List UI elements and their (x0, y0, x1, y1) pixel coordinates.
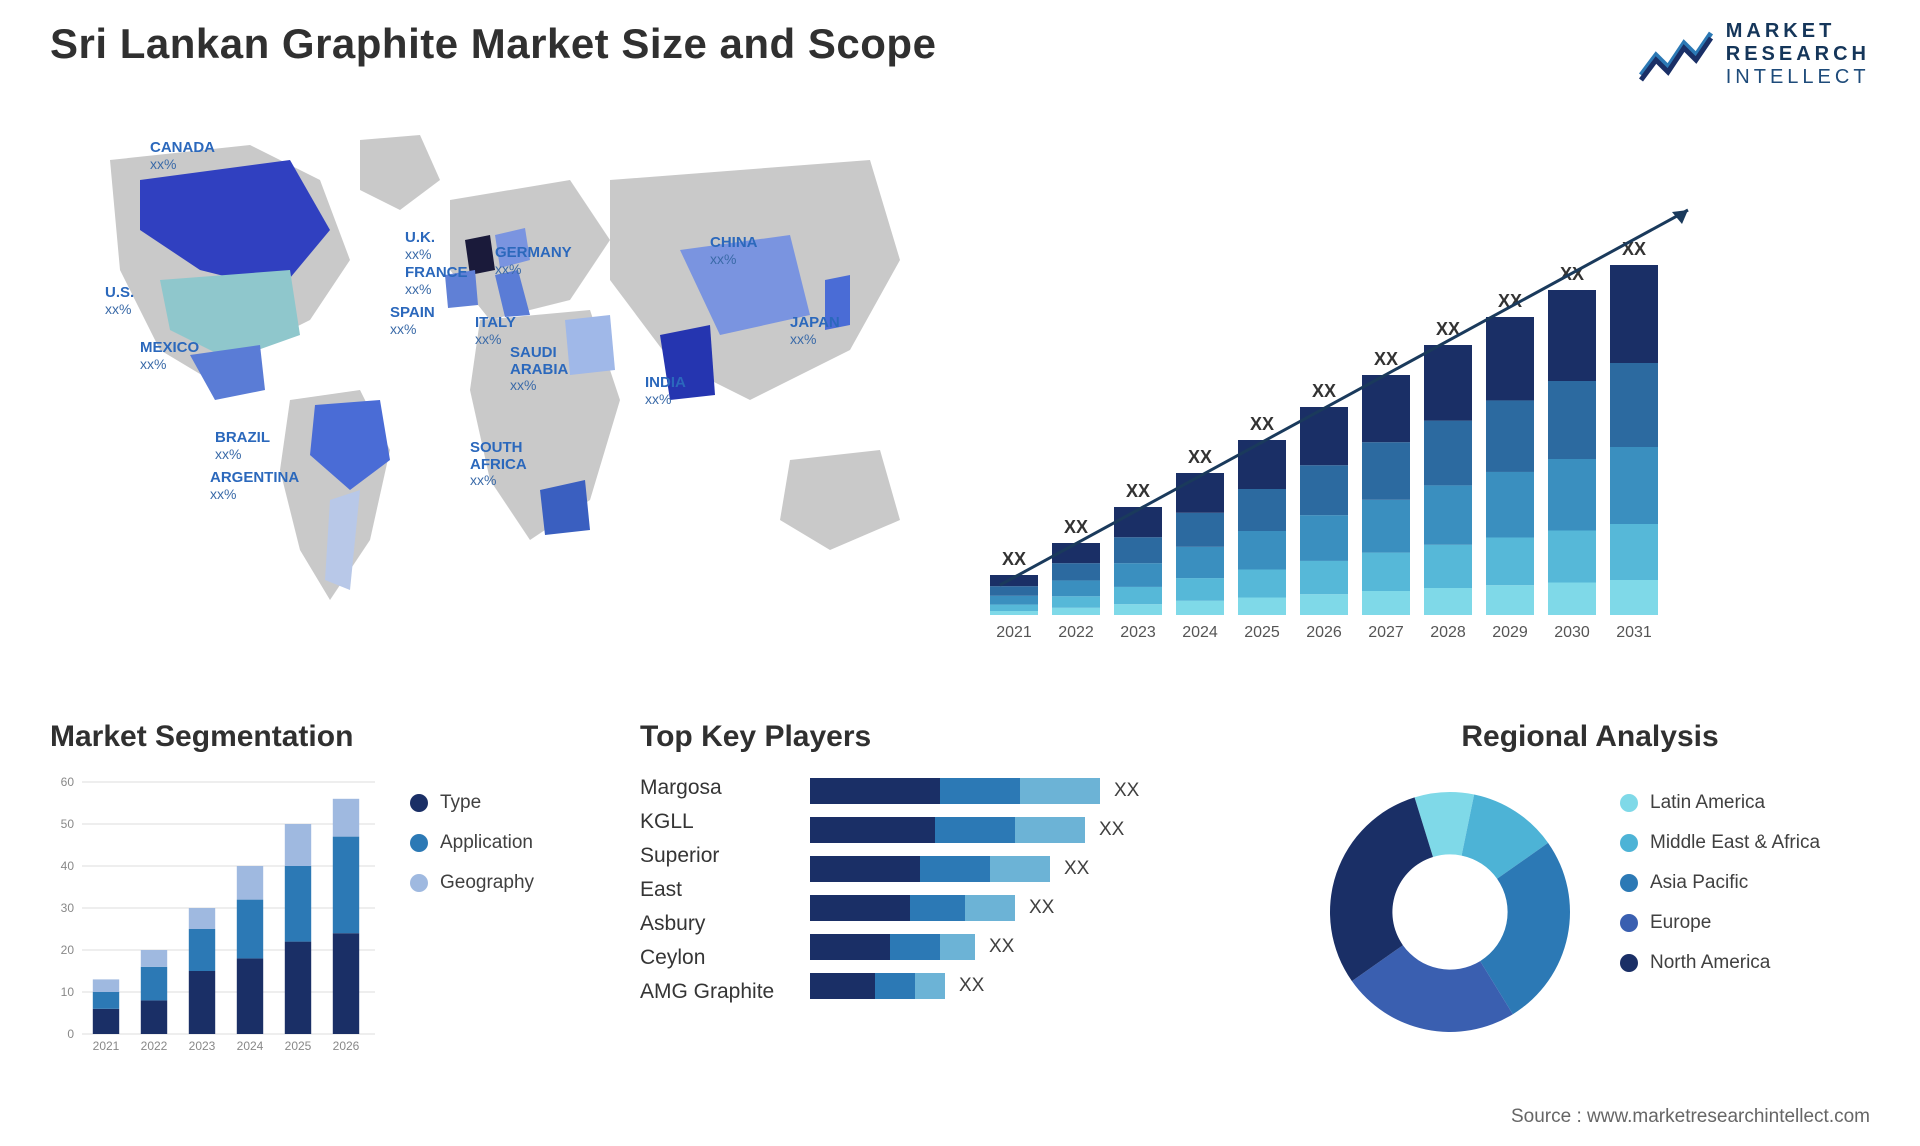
svg-text:0: 0 (67, 1027, 74, 1041)
map-label-southafrica: SOUTHAFRICAxx% (470, 440, 527, 490)
donut-chart (1310, 772, 1590, 1052)
svg-text:2031: 2031 (1616, 624, 1652, 641)
segmentation-title: Market Segmentation (50, 720, 610, 754)
player-name: Asbury (640, 912, 790, 936)
player-value: XX (959, 975, 984, 997)
player-name: Margosa (640, 776, 790, 800)
player-value: XX (1064, 858, 1089, 880)
svg-text:XX: XX (1250, 414, 1274, 434)
map-label-saudiarabia: SAUDIARABIAxx% (510, 345, 568, 395)
map-label-uk: U.K.xx% (405, 230, 435, 263)
player-value: XX (1029, 897, 1054, 919)
svg-text:2030: 2030 (1554, 624, 1590, 641)
player-name: East (640, 878, 790, 902)
segmentation-section: Market Segmentation 0 10 20 30 40 50 60 2021 202… (50, 720, 610, 1062)
svg-text:2021: 2021 (93, 1039, 120, 1053)
region-legend-item: Middle East & Africa (1620, 832, 1820, 854)
logo-icon (1636, 25, 1716, 85)
map-saudi (565, 315, 615, 375)
svg-text:2025: 2025 (1244, 624, 1280, 641)
svg-text:60: 60 (61, 775, 75, 789)
player-bar-row: XX (810, 778, 1280, 804)
svg-text:XX: XX (1002, 549, 1026, 569)
svg-text:2026: 2026 (1306, 624, 1342, 641)
seg-legend-type: Type (410, 792, 534, 814)
svg-text:XX: XX (1126, 481, 1150, 501)
player-bars-chart: XXXXXXXXXXXX (810, 772, 1280, 1004)
map-argentina (325, 490, 360, 590)
region-legend-item: Latin America (1620, 792, 1820, 814)
brand-logo: MARKET RESEARCH INTELLECT (1636, 20, 1870, 89)
map-label-japan: JAPANxx% (790, 315, 840, 348)
donut-legend: Latin America Middle East & Africa Asia Pa… (1620, 772, 1820, 974)
map-label-argentina: ARGENTINAxx% (210, 470, 299, 503)
world-map: CANADAxx% U.S.xx%MEXICOxx% BRAZILxx% ARGENT… (50, 120, 920, 680)
forecast-chart: 2021 XX 2022 XX 2023 XX 2024 XX 2025 XX 2026 XX 2027… (960, 120, 1870, 680)
segmentation-legend: Type Application Geography (410, 772, 534, 1062)
seg-legend-application: Application (410, 832, 534, 854)
player-bar-row: XX (810, 973, 1280, 999)
regional-section: Regional Analysis Latin America Middle Ea… (1310, 720, 1870, 1062)
svg-text:2022: 2022 (1058, 624, 1094, 641)
page-title: Sri Lankan Graphite Market Size and Scop… (50, 20, 936, 68)
svg-text:2029: 2029 (1492, 624, 1528, 641)
svg-text:30: 30 (61, 901, 75, 915)
region-legend-item: Europe (1620, 912, 1820, 934)
map-label-canada: CANADAxx% (150, 140, 215, 173)
svg-text:2021: 2021 (996, 624, 1032, 641)
player-name: AMG Graphite (640, 980, 790, 1004)
svg-text:40: 40 (61, 859, 75, 873)
svg-text:50: 50 (61, 817, 75, 831)
seg-legend-geography: Geography (410, 872, 534, 894)
player-bar-row: XX (810, 934, 1280, 960)
svg-text:2027: 2027 (1368, 624, 1404, 641)
players-title: Top Key Players (640, 720, 1280, 754)
player-name: KGLL (640, 810, 790, 834)
map-label-germany: GERMANYxx% (495, 245, 572, 278)
player-bar-row: XX (810, 817, 1280, 843)
forecast-svg: 2021 XX 2022 XX 2023 XX 2024 XX 2025 XX 2026 XX 2027… (960, 150, 1860, 670)
source-text: Source : www.marketresearchintellect.com (1511, 1106, 1870, 1128)
svg-text:10: 10 (61, 985, 75, 999)
regional-title: Regional Analysis (1310, 720, 1870, 754)
player-bar-row: XX (810, 895, 1280, 921)
region-legend-item: North America (1620, 952, 1820, 974)
map-france (465, 235, 495, 275)
logo-text: MARKET RESEARCH INTELLECT (1726, 20, 1870, 89)
svg-text:2028: 2028 (1430, 624, 1466, 641)
svg-text:2024: 2024 (237, 1039, 264, 1053)
map-label-china: CHINAxx% (710, 235, 758, 268)
player-value: XX (1114, 780, 1139, 802)
svg-text:XX: XX (1312, 381, 1336, 401)
svg-text:2023: 2023 (189, 1039, 216, 1053)
svg-text:2024: 2024 (1182, 624, 1218, 641)
svg-text:20: 20 (61, 943, 75, 957)
map-label-mexico: MEXICOxx% (140, 340, 199, 373)
svg-text:XX: XX (1064, 517, 1088, 537)
svg-text:2026: 2026 (333, 1039, 360, 1053)
player-name: Ceylon (640, 946, 790, 970)
svg-text:XX: XX (1622, 239, 1646, 259)
map-label-brazil: BRAZILxx% (215, 430, 270, 463)
segmentation-chart: 0 10 20 30 40 50 60 2021 2022 2023 2024 2025 2026 (50, 772, 380, 1062)
region-legend-item: Asia Pacific (1620, 872, 1820, 894)
svg-text:2023: 2023 (1120, 624, 1156, 641)
svg-text:2025: 2025 (285, 1039, 312, 1053)
svg-text:XX: XX (1188, 447, 1212, 467)
svg-text:XX: XX (1374, 349, 1398, 369)
map-label-india: INDIAxx% (645, 375, 686, 408)
player-name: Superior (640, 844, 790, 868)
player-value: XX (1099, 819, 1124, 841)
player-value: XX (989, 936, 1014, 958)
players-section: Top Key Players Margosa KGLL Superior East A… (640, 720, 1280, 1062)
map-label-spain: SPAINxx% (390, 305, 435, 338)
map-label-us: U.S.xx% (105, 285, 134, 318)
svg-text:2022: 2022 (141, 1039, 168, 1053)
map-label-france: FRANCExx% (405, 265, 468, 298)
player-bar-row: XX (810, 856, 1280, 882)
player-names-list: Margosa KGLL Superior East Asbury Ceylon AMG G… (640, 772, 790, 1004)
